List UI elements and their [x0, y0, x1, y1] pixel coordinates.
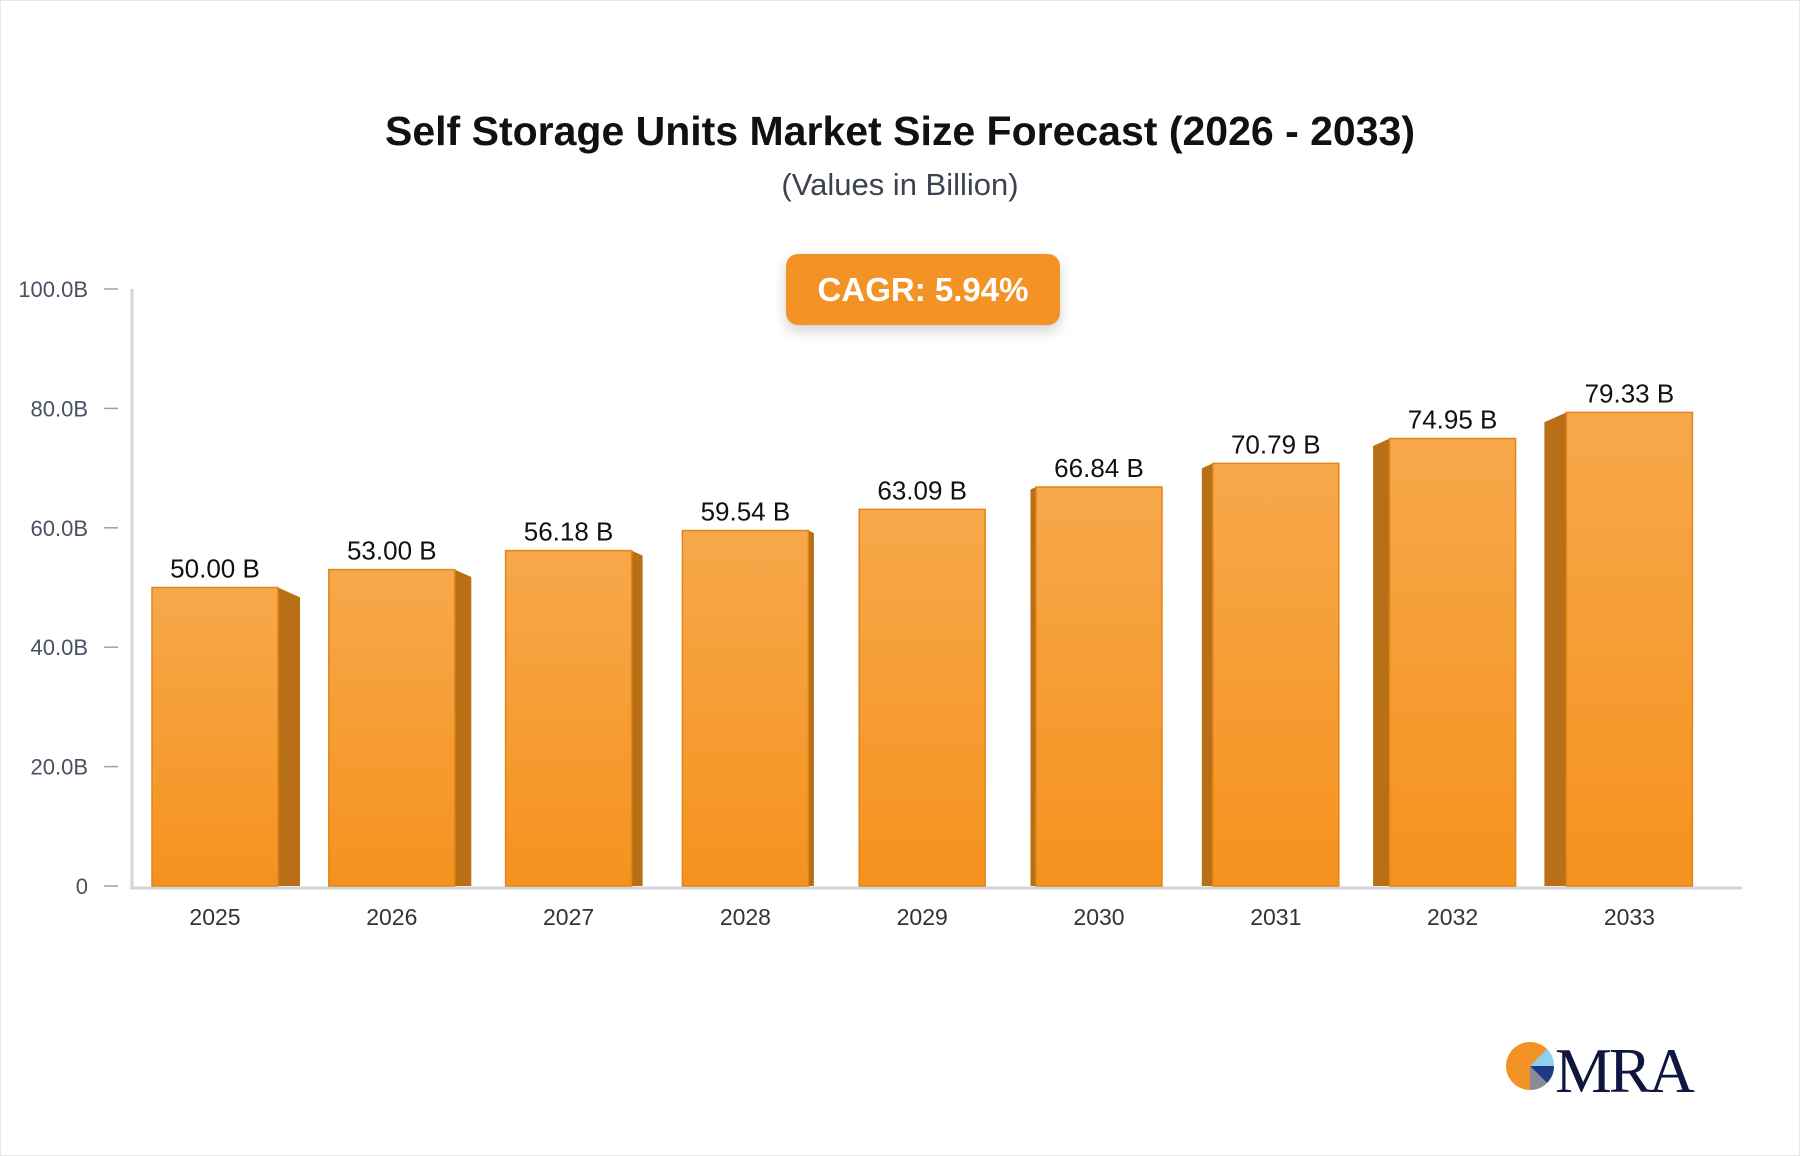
bar-side	[1201, 463, 1213, 886]
bar	[1035, 486, 1163, 887]
bar	[1388, 437, 1517, 887]
x-tick-label: 2028	[720, 904, 771, 930]
bar-value-label: 59.54 B	[701, 497, 791, 527]
bar-value-label: 53.00 B	[347, 536, 437, 566]
y-tick-label: 0	[76, 874, 88, 899]
x-tick-label: 2032	[1427, 904, 1478, 930]
x-tick-label: 2027	[543, 904, 594, 930]
bar-side	[631, 550, 643, 886]
bar-value-label: 50.00 B	[170, 554, 260, 584]
chart-title: Self Storage Units Market Size Forecast …	[385, 108, 1415, 154]
x-tick-label: 2033	[1604, 904, 1655, 930]
bar-value-label: 70.79 B	[1231, 429, 1321, 459]
logo-text: MRA	[1555, 1035, 1695, 1106]
bar	[681, 529, 810, 887]
bars: 50.00 B 2025 53.00 B 2026 56.18 B 2027 59.54 B…	[151, 378, 1694, 930]
bar-side	[808, 530, 814, 886]
bar-value-label: 74.95 B	[1408, 405, 1498, 435]
bar-side	[1373, 438, 1390, 886]
y-tick-label: 80.0B	[31, 396, 89, 421]
chart-subtitle: (Values in Billion)	[781, 167, 1019, 202]
cagr-badge: CAGR: 5.94%	[786, 254, 1060, 325]
x-tick-label: 2031	[1250, 904, 1301, 930]
bar-value-label: 63.09 B	[877, 475, 967, 505]
mra-logo: MRA	[1505, 1035, 1695, 1106]
pie-logo-icon	[1506, 1042, 1555, 1091]
bar-side	[1544, 412, 1567, 886]
y-tick-label: 40.0B	[31, 635, 89, 660]
bar-value-label: 56.18 B	[524, 517, 614, 547]
axes: 0 20.0B 40.0B 60.0B 80.0B 100.0B	[18, 277, 1742, 899]
y-tick-label: 100.0B	[18, 277, 88, 302]
bar-side	[1030, 486, 1036, 886]
y-tick-label: 20.0B	[31, 755, 89, 780]
bar	[504, 549, 633, 887]
bar	[1565, 411, 1694, 887]
bar-side	[278, 587, 300, 886]
x-tick-label: 2029	[897, 904, 948, 930]
bar-side	[454, 569, 472, 886]
x-tick-label: 2026	[366, 904, 417, 930]
y-tick-label: 60.0B	[31, 516, 89, 541]
bar	[328, 568, 456, 887]
x-tick-label: 2030	[1073, 904, 1124, 930]
bar	[1212, 462, 1340, 887]
bar	[858, 508, 986, 887]
x-tick-label: 2025	[189, 904, 240, 930]
bar	[151, 586, 279, 887]
bar-value-label: 66.84 B	[1054, 453, 1144, 483]
bar-value-label: 79.33 B	[1585, 378, 1675, 408]
